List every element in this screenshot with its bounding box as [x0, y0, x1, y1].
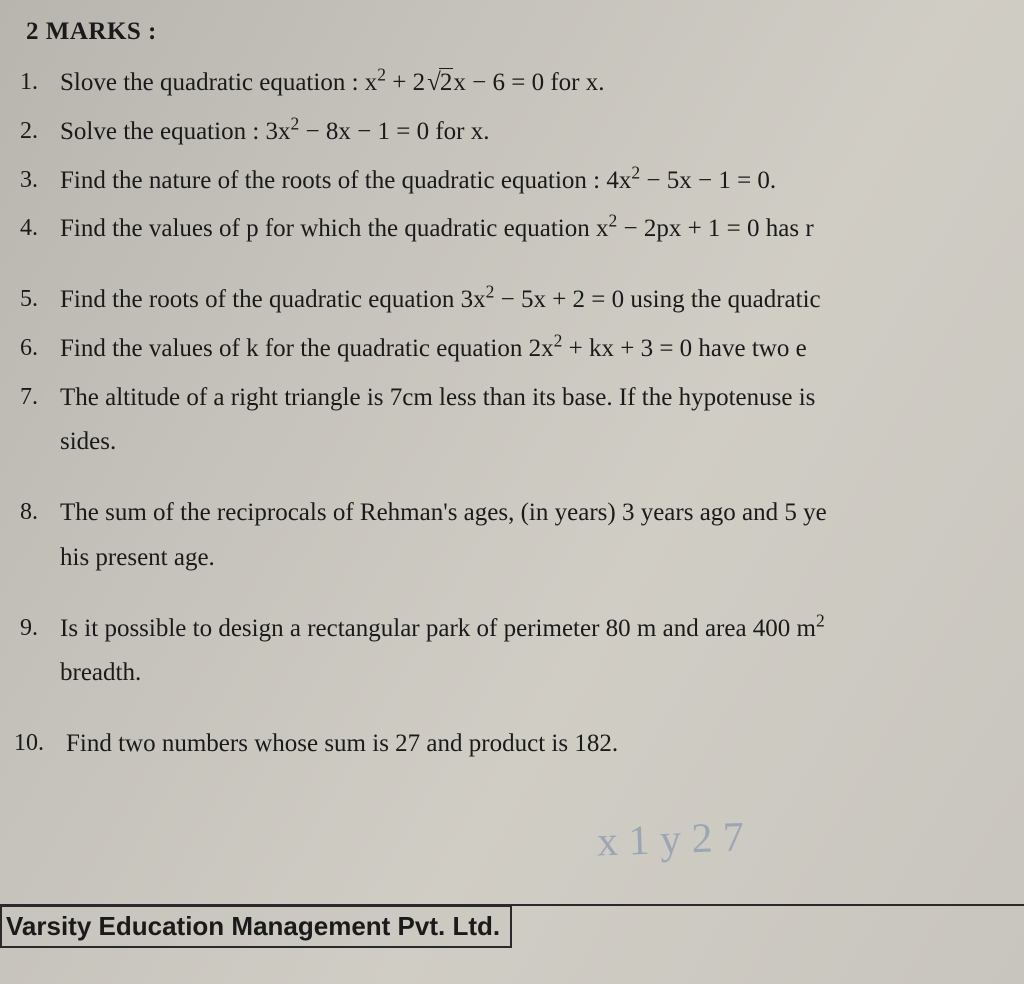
question-item: 8.The sum of the reciprocals of Rehman's… [14, 494, 1024, 578]
question-item: 10.Find two numbers whose sum is 27 and … [14, 725, 1024, 764]
question-item: 4.Find the values of p for which the qua… [14, 210, 1024, 249]
question-number: 9. [14, 610, 60, 694]
question-number: 2. [14, 113, 60, 152]
question-text: The sum of the reciprocals of Rehman's a… [60, 494, 1024, 578]
publisher-footer: Varsity Education Management Pvt. Ltd. [0, 905, 512, 948]
question-list: 1.Slove the quadratic equation : x2 + 22… [14, 64, 1024, 764]
question-item: 6.Find the values of k for the quadratic… [14, 330, 1024, 369]
question-text: The altitude of a right triangle is 7cm … [60, 379, 1024, 463]
spacing [14, 259, 1024, 281]
question-text: Solve the equation : 3x2 − 8x − 1 = 0 fo… [60, 113, 1024, 152]
question-item: 7.The altitude of a right triangle is 7c… [14, 379, 1024, 463]
question-number: 6. [14, 330, 60, 369]
question-item: 2.Solve the equation : 3x2 − 8x − 1 = 0 … [14, 113, 1024, 152]
section-title: 2 MARKS : [14, 18, 1024, 46]
question-number: 1. [14, 64, 60, 103]
handwritten-note: x 1 y 2 7 [596, 813, 745, 866]
worksheet-page: 2 MARKS : 1.Slove the quadratic equation… [14, 18, 1024, 764]
question-text: Find the nature of the roots of the quad… [60, 162, 1024, 201]
question-number: 5. [14, 281, 60, 320]
question-continuation: his present age. [60, 539, 1020, 578]
spacing [14, 703, 1024, 725]
question-text: Is it possible to design a rectangular p… [60, 610, 1024, 694]
question-item: 3.Find the nature of the roots of the qu… [14, 162, 1024, 201]
question-text: Find the roots of the quadratic equation… [60, 281, 1024, 320]
question-text: Find the values of p for which the quadr… [60, 210, 1024, 249]
question-text: Find two numbers whose sum is 27 and pro… [66, 725, 1024, 764]
question-number: 7. [14, 379, 60, 463]
question-text: Slove the quadratic equation : x2 + 22x … [60, 64, 1024, 103]
spacing [14, 588, 1024, 610]
question-item: 1.Slove the quadratic equation : x2 + 22… [14, 64, 1024, 103]
question-number: 4. [14, 210, 60, 249]
question-item: 5.Find the roots of the quadratic equati… [14, 281, 1024, 320]
question-number: 10. [14, 725, 66, 764]
question-text: Find the values of k for the quadratic e… [60, 330, 1024, 369]
question-number: 3. [14, 162, 60, 201]
question-continuation: breadth. [60, 654, 1020, 693]
question-number: 8. [14, 494, 60, 578]
spacing [14, 472, 1024, 494]
question-item: 9.Is it possible to design a rectangular… [14, 610, 1024, 694]
question-continuation: sides. [60, 423, 1020, 462]
